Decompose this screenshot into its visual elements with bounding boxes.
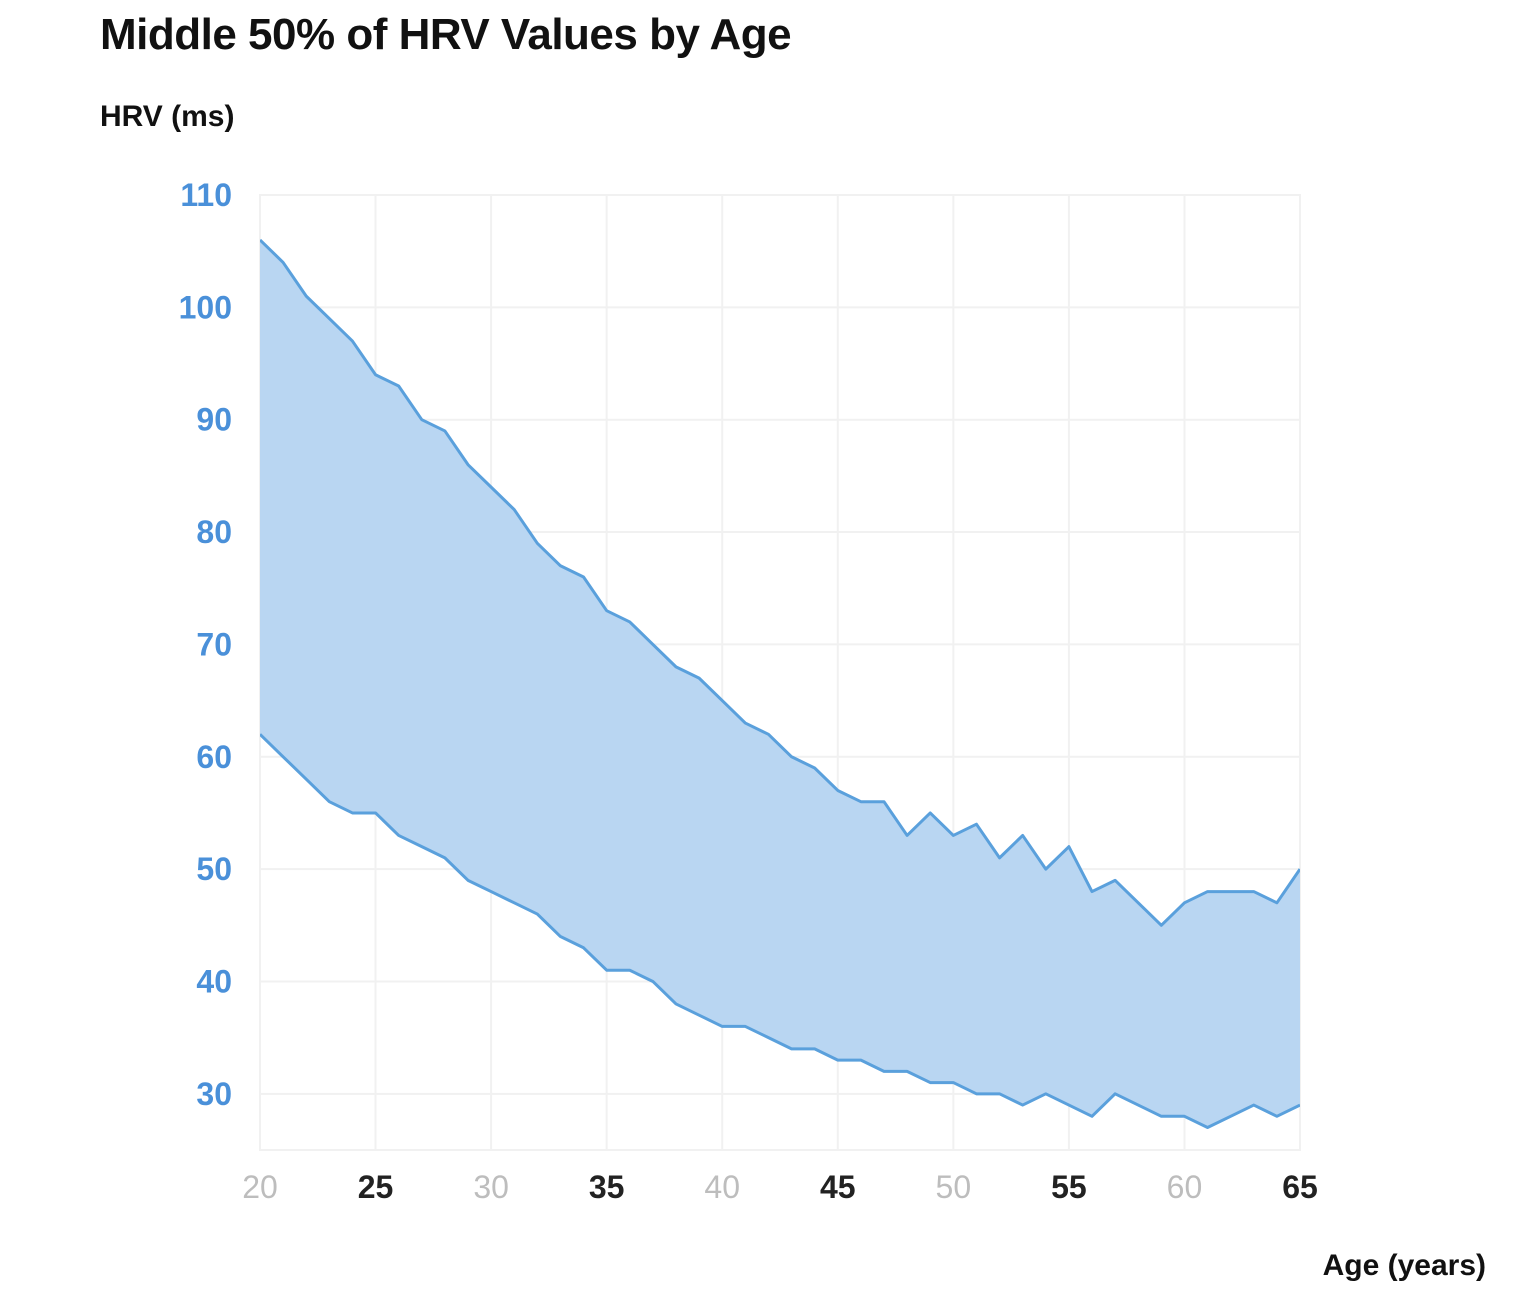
svg-text:65: 65 [1282, 1169, 1318, 1205]
chart-page: { "chart": { "type": "area-band", "title… [0, 0, 1536, 1313]
svg-text:70: 70 [196, 626, 232, 662]
svg-text:50: 50 [936, 1169, 972, 1205]
svg-text:60: 60 [1167, 1169, 1203, 1205]
svg-text:30: 30 [473, 1169, 509, 1205]
svg-text:80: 80 [196, 514, 232, 550]
svg-text:40: 40 [704, 1169, 740, 1205]
svg-text:60: 60 [196, 739, 232, 775]
svg-text:20: 20 [242, 1169, 278, 1205]
svg-text:25: 25 [358, 1169, 394, 1205]
hrv-band-chart: 30 40 50 60 70 80 90 100 110 20 25 30 35 40 45 50 55 60 65 [0, 0, 1536, 1313]
svg-text:45: 45 [820, 1169, 856, 1205]
svg-text:55: 55 [1051, 1169, 1087, 1205]
svg-text:35: 35 [589, 1169, 625, 1205]
svg-text:110: 110 [180, 177, 232, 213]
svg-text:100: 100 [179, 289, 232, 325]
svg-text:40: 40 [196, 963, 232, 999]
svg-text:90: 90 [196, 402, 232, 438]
svg-text:50: 50 [196, 851, 232, 887]
svg-text:30: 30 [196, 1076, 232, 1112]
